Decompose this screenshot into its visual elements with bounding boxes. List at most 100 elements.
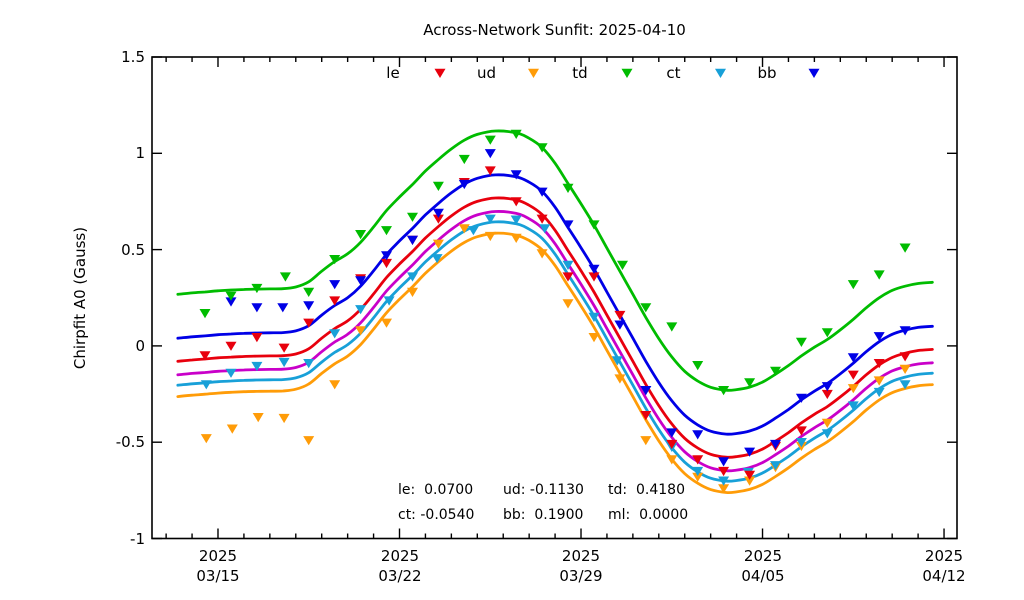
x-tick-label: 2025 04/12	[922, 547, 966, 585]
marker-ud	[458, 224, 470, 234]
marker-ct	[588, 312, 600, 322]
curve-td	[176, 129, 934, 392]
marker-le	[666, 439, 678, 450]
marker-ud	[847, 384, 859, 394]
marker-ct	[484, 214, 496, 224]
marker-ct	[467, 226, 479, 236]
marker-ud	[252, 413, 264, 423]
marker-td	[873, 270, 885, 280]
y-tick-label: 1	[135, 144, 145, 162]
marker-td	[744, 378, 756, 388]
marker-ct	[611, 356, 623, 366]
marker-td	[718, 386, 730, 396]
marker-bb	[666, 428, 678, 438]
fit-param-le: le: 0.0700	[398, 482, 474, 498]
marker-bb	[277, 303, 289, 313]
marker-td	[617, 260, 628, 270]
marker-td	[640, 303, 652, 313]
marker-ct	[225, 368, 237, 378]
legend-marker-td	[621, 68, 633, 78]
y-tick-label: -0.5	[115, 433, 145, 451]
marker-ct	[407, 272, 418, 282]
marker-ud	[588, 333, 600, 343]
marker-td	[899, 243, 911, 253]
marker-td	[329, 255, 341, 265]
legend-label-ct: ct	[666, 64, 680, 82]
curve-le	[176, 196, 934, 459]
y-tick-label: -1	[130, 530, 145, 548]
marker-ud	[226, 424, 238, 434]
marker-ct	[278, 357, 290, 368]
marker-le	[225, 341, 237, 351]
marker-ct	[303, 359, 315, 369]
legend-label-bb: bb	[757, 64, 776, 82]
fit-param-td: td: 0.4180	[608, 482, 685, 498]
marker-td	[821, 328, 833, 338]
legend-label-ud: ud	[477, 64, 496, 82]
fit-param-bb: bb: 0.1900	[503, 507, 584, 523]
curve-ct	[176, 220, 934, 483]
marker-ud	[666, 455, 678, 465]
marker-bb	[718, 457, 730, 467]
curve-bb	[176, 173, 934, 436]
legend-marker-ud	[528, 68, 539, 78]
marker-ud	[536, 249, 548, 259]
marker-td	[355, 230, 367, 240]
marker-le	[329, 296, 341, 306]
marker-bb	[432, 208, 444, 218]
y-axis-title: Chirpfit A0 (Gauss)	[71, 226, 89, 370]
marker-ud	[562, 299, 574, 309]
marker-bb	[847, 353, 859, 363]
marker-td	[251, 283, 263, 294]
marker-ct	[770, 461, 781, 471]
marker-ud	[614, 374, 626, 384]
marker-bb	[899, 326, 911, 336]
marker-le	[278, 343, 290, 353]
marker-td	[770, 366, 781, 376]
marker-bb	[407, 235, 418, 245]
marker-ud	[432, 239, 444, 249]
marker-ud	[484, 231, 496, 242]
marker-ct	[847, 401, 859, 411]
fit-param-ml: ml: 0.0000	[608, 507, 689, 523]
fit-param-ud: ud: -0.1130	[503, 482, 584, 498]
marker-ud	[278, 413, 290, 424]
marker-td	[432, 181, 444, 191]
marker-td	[588, 220, 600, 230]
marker-ct	[200, 380, 212, 390]
marker-ud	[381, 318, 392, 328]
marker-bb	[692, 430, 704, 440]
marker-td	[381, 226, 392, 236]
marker-bb	[381, 251, 392, 261]
y-tick-label: 0.5	[121, 241, 145, 259]
marker-ct	[899, 380, 911, 390]
curve-ml	[176, 210, 934, 473]
fit-param-ct: ct: -0.0540	[398, 507, 475, 523]
marker-td	[199, 309, 211, 319]
marker-ud	[329, 380, 341, 390]
marker-td	[536, 143, 548, 153]
marker-ct	[251, 361, 263, 372]
marker-bb	[484, 149, 496, 159]
marker-ct	[510, 215, 522, 225]
chart-title: Across-Network Sunfit: 2025-04-10	[423, 21, 686, 39]
marker-le	[692, 455, 704, 465]
marker-bb	[303, 301, 315, 311]
marker-ud	[899, 364, 911, 374]
marker-td	[692, 361, 704, 371]
marker-ct	[431, 254, 443, 264]
marker-td	[279, 272, 291, 282]
marker-le	[199, 351, 211, 361]
marker-le	[614, 310, 626, 321]
marker-bb	[744, 447, 756, 457]
marker-le	[251, 333, 263, 343]
marker-bb	[355, 276, 367, 286]
marker-le	[718, 466, 730, 477]
marker-bb	[536, 187, 548, 197]
marker-td	[407, 212, 418, 222]
marker-bb	[614, 320, 626, 330]
legend-marker-ct	[715, 68, 726, 78]
marker-td	[795, 337, 807, 347]
marker-td	[510, 129, 522, 139]
marker-ct	[821, 429, 833, 439]
